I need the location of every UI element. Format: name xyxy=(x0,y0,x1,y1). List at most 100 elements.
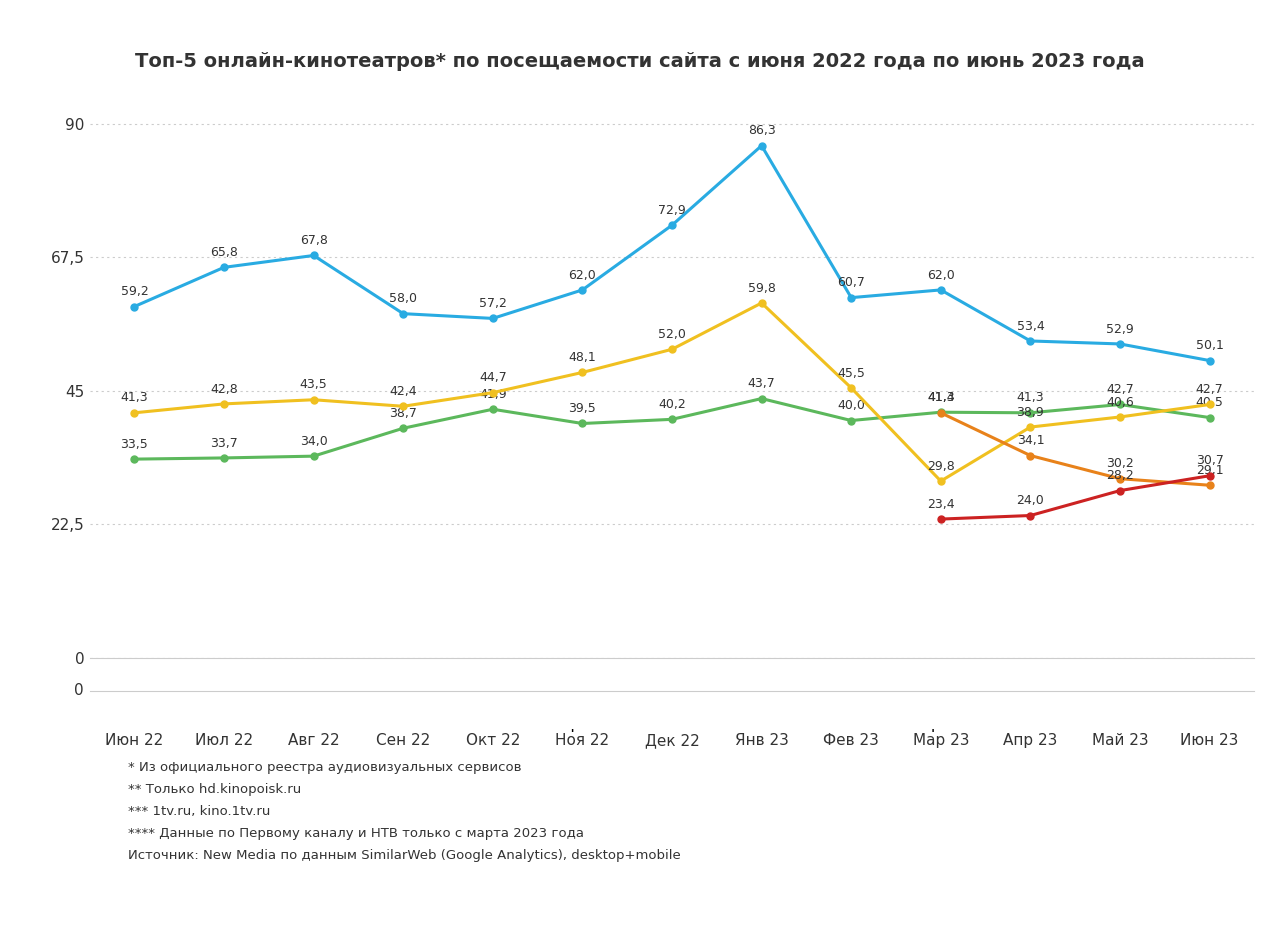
Кинопоиск** xyxy=(127,301,142,312)
Смотрим xyxy=(216,452,232,463)
Кинопоиск** xyxy=(1112,338,1128,350)
Первый канал*** xyxy=(1202,470,1217,481)
ИВИ xyxy=(396,400,411,412)
ИВИ xyxy=(306,394,321,405)
Text: 86,3: 86,3 xyxy=(748,124,776,137)
ИВИ xyxy=(933,476,948,487)
Text: 52,0: 52,0 xyxy=(658,328,686,341)
Смотрим xyxy=(127,453,142,464)
Смотрим xyxy=(933,407,948,418)
Text: 34,0: 34,0 xyxy=(300,435,328,447)
Смотрим xyxy=(396,423,411,434)
Text: 44,7: 44,7 xyxy=(479,371,507,384)
Text: * Из официального реестра аудиовизуальных сервисов
** Только hd.kinopoisk.ru
***: * Из официального реестра аудиовизуальны… xyxy=(128,761,681,862)
Text: 43,5: 43,5 xyxy=(300,379,328,391)
Text: 40,2: 40,2 xyxy=(658,398,686,411)
Text: 60,7: 60,7 xyxy=(837,276,865,290)
Legend: Кинопоиск**, Смотрим, ИВИ, НТВ, Первый канал***: Кинопоиск**, Смотрим, ИВИ, НТВ, Первый к… xyxy=(291,711,1053,738)
Text: 42,7: 42,7 xyxy=(1196,384,1224,396)
Text: 41,3: 41,3 xyxy=(120,391,148,404)
Text: 38,9: 38,9 xyxy=(1016,406,1044,418)
Text: 42,8: 42,8 xyxy=(210,383,238,396)
Text: 50,1: 50,1 xyxy=(1196,339,1224,352)
ИВИ xyxy=(1202,399,1217,410)
Смотрим xyxy=(844,415,859,426)
ИВИ xyxy=(216,399,232,410)
Кинопоиск** xyxy=(754,140,769,151)
Смотрим xyxy=(306,450,321,462)
Первый канал*** xyxy=(1023,509,1038,521)
Text: 38,7: 38,7 xyxy=(389,407,417,420)
НТВ xyxy=(1023,450,1038,462)
Text: 59,2: 59,2 xyxy=(120,285,148,298)
Text: 52,9: 52,9 xyxy=(1106,322,1134,336)
Text: 23,4: 23,4 xyxy=(927,498,955,510)
Text: 65,8: 65,8 xyxy=(210,246,238,259)
Text: 42,7: 42,7 xyxy=(1106,384,1134,396)
Кинопоиск** xyxy=(575,284,590,295)
Кинопоиск** xyxy=(1202,355,1217,367)
Смотрим xyxy=(575,418,590,430)
Line: Смотрим: Смотрим xyxy=(131,395,1213,462)
Смотрим xyxy=(485,403,500,415)
Text: 42,4: 42,4 xyxy=(389,385,417,398)
Text: 40,6: 40,6 xyxy=(1106,396,1134,409)
Text: 34,1: 34,1 xyxy=(1016,434,1044,447)
Text: 39,5: 39,5 xyxy=(568,402,596,415)
ИВИ xyxy=(127,407,142,418)
Кинопоиск** xyxy=(664,220,680,231)
Смотрим xyxy=(664,414,680,425)
Text: 57,2: 57,2 xyxy=(479,297,507,310)
Text: Топ-5 онлайн-кинотеатров* по посещаемости сайта с июня 2022 года по июнь 2023 го: Топ-5 онлайн-кинотеатров* по посещаемост… xyxy=(136,52,1144,70)
Смотрим xyxy=(1112,399,1128,410)
НТВ xyxy=(933,407,948,418)
Text: 0: 0 xyxy=(74,683,83,698)
Text: 28,2: 28,2 xyxy=(1106,469,1134,482)
Text: 67,8: 67,8 xyxy=(300,234,328,247)
Text: 43,7: 43,7 xyxy=(748,377,776,390)
Кинопоиск** xyxy=(306,250,321,261)
ИВИ xyxy=(1112,412,1128,423)
Text: 41,3: 41,3 xyxy=(927,391,955,404)
Line: Первый канал***: Первый канал*** xyxy=(937,472,1213,523)
Text: 62,0: 62,0 xyxy=(927,269,955,282)
Text: 59,8: 59,8 xyxy=(748,282,776,294)
Смотрим xyxy=(1023,407,1038,418)
Text: 41,3: 41,3 xyxy=(1016,391,1044,404)
Кинопоиск** xyxy=(1023,336,1038,347)
Text: 40,0: 40,0 xyxy=(837,400,865,413)
Text: 41,9: 41,9 xyxy=(479,388,507,401)
Text: 33,5: 33,5 xyxy=(120,438,148,451)
Text: 62,0: 62,0 xyxy=(568,269,596,282)
Смотрим xyxy=(754,393,769,404)
Text: 30,7: 30,7 xyxy=(1196,454,1224,467)
Text: 33,7: 33,7 xyxy=(210,436,238,449)
ИВИ xyxy=(575,367,590,378)
НТВ xyxy=(1112,473,1128,484)
ИВИ xyxy=(664,344,680,355)
Первый канал*** xyxy=(933,513,948,525)
Кинопоиск** xyxy=(216,261,232,273)
Кинопоиск** xyxy=(485,313,500,324)
Text: 48,1: 48,1 xyxy=(568,352,596,364)
Line: ИВИ: ИВИ xyxy=(131,300,1213,484)
Text: 53,4: 53,4 xyxy=(1016,320,1044,333)
ИВИ xyxy=(844,383,859,394)
Line: НТВ: НТВ xyxy=(937,409,1213,489)
НТВ xyxy=(1202,479,1217,491)
Text: 24,0: 24,0 xyxy=(1016,494,1044,508)
Text: 45,5: 45,5 xyxy=(837,367,865,380)
Text: 72,9: 72,9 xyxy=(658,204,686,217)
Text: 40,5: 40,5 xyxy=(1196,397,1224,409)
ИВИ xyxy=(485,387,500,399)
Кинопоиск** xyxy=(396,308,411,320)
Кинопоиск** xyxy=(933,284,948,295)
Text: 30,2: 30,2 xyxy=(1106,458,1134,470)
Первый канал*** xyxy=(1112,485,1128,496)
Text: 29,1: 29,1 xyxy=(1196,464,1224,477)
Line: Кинопоиск**: Кинопоиск** xyxy=(131,142,1213,364)
Text: 58,0: 58,0 xyxy=(389,292,417,306)
ИВИ xyxy=(1023,421,1038,432)
Кинопоиск** xyxy=(844,292,859,304)
Text: 29,8: 29,8 xyxy=(927,460,955,473)
